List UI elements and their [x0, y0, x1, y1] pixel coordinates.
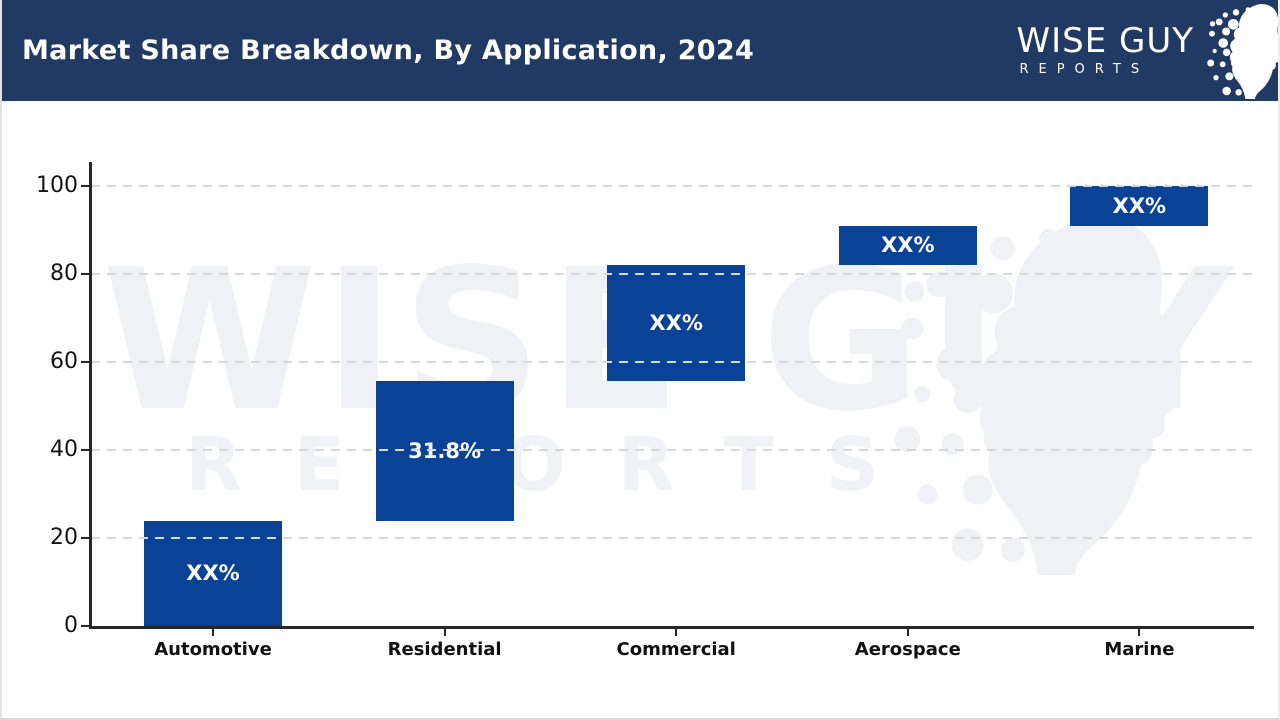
gridline	[91, 361, 1254, 363]
y-tick-mark	[81, 625, 89, 627]
x-category-label: Automotive	[154, 639, 272, 660]
bar-segment-marine	[1070, 186, 1209, 226]
y-tick-label: 40	[50, 437, 78, 462]
bar-value-label: XX%	[186, 561, 240, 586]
y-tick-label: 60	[50, 349, 78, 374]
y-tick-mark	[81, 185, 89, 187]
y-tick-label: 100	[36, 173, 78, 198]
bar-value-label: XX%	[649, 311, 703, 336]
x-tick-mark	[906, 629, 909, 636]
y-tick-mark	[81, 449, 89, 451]
watermark-face-icon	[882, 213, 1184, 575]
bar-value-label: XX%	[881, 233, 935, 258]
x-category-label: Commercial	[616, 639, 736, 660]
wiseguy-logo-line1: WISE GUY	[1016, 21, 1194, 61]
gridline	[91, 449, 1254, 451]
x-tick-mark	[212, 629, 214, 636]
x-category-label: Residential	[387, 639, 502, 660]
x-axis-spine	[89, 626, 1254, 629]
y-axis-spine	[89, 162, 92, 628]
y-tick-label: 0	[64, 613, 78, 638]
y-tick-mark	[81, 361, 89, 363]
gridline	[91, 273, 1254, 275]
y-tick-mark	[81, 273, 89, 275]
x-tick-mark	[443, 629, 446, 636]
wiseguy-logo: WISE GUY REPORTS	[1016, 0, 1280, 101]
header-bar: Market Share Breakdown, By Application, …	[2, 0, 1280, 101]
wiseguy-logo-line2: REPORTS	[1019, 62, 1150, 77]
bar-value-label: XX%	[1112, 193, 1167, 218]
gridline	[91, 537, 1254, 539]
y-tick-mark	[81, 537, 89, 539]
wiseguy-logo-text: WISE GUY REPORTS	[1016, 24, 1194, 77]
chart-title: Market Share Breakdown, By Application, …	[22, 35, 755, 66]
y-tick-label: 20	[50, 525, 78, 550]
watermark-reports-text: REPORTS	[185, 422, 932, 508]
x-category-label: Aerospace	[854, 639, 961, 660]
gridline	[91, 185, 1254, 187]
x-tick-mark	[675, 629, 678, 636]
bar-segment-aerospace	[838, 225, 977, 266]
y-tick-label: 80	[50, 261, 78, 286]
x-category-label: Marine	[1104, 639, 1175, 660]
x-tick-mark	[1138, 629, 1141, 636]
